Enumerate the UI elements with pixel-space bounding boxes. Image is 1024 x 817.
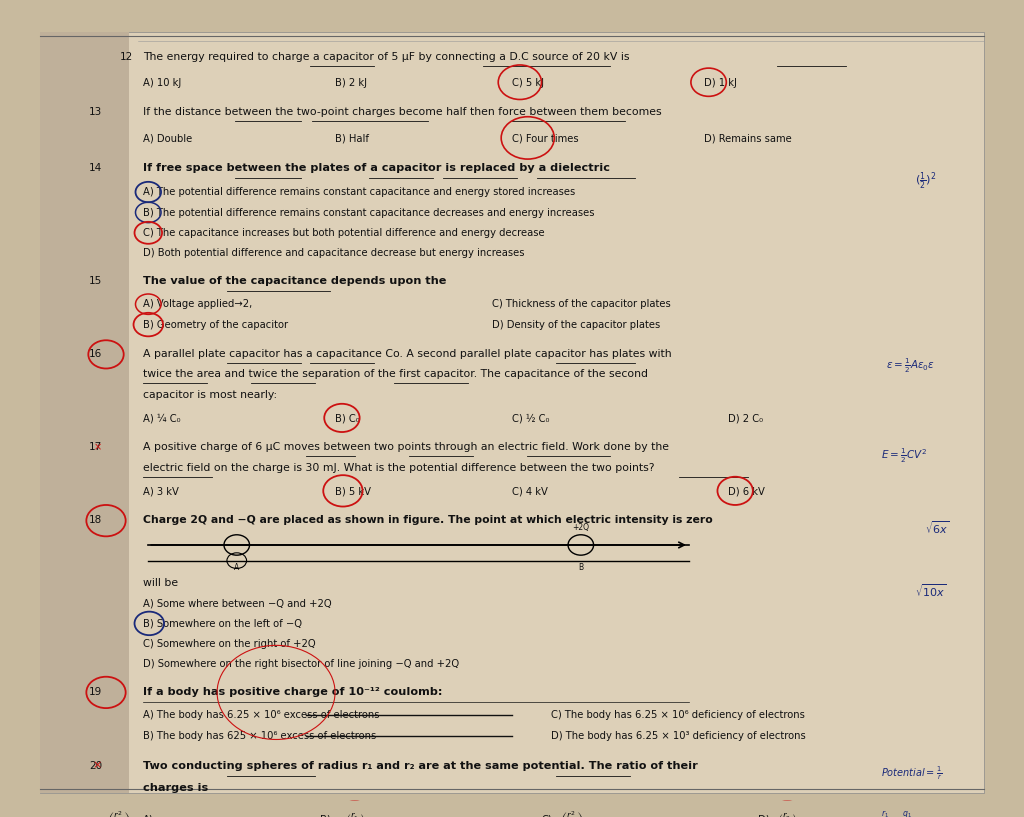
- Text: $(\frac{1}{2})^2$: $(\frac{1}{2})^2$: [915, 171, 936, 192]
- Text: 14: 14: [89, 163, 102, 173]
- Text: C) The capacitance increases but both potential difference and energy decrease: C) The capacitance increases but both po…: [143, 228, 545, 238]
- Text: A parallel plate capacitor has a capacitance Co. A second parallel plate capacit: A parallel plate capacitor has a capacit…: [143, 349, 672, 359]
- Text: Charge 2Q and −Q are placed as shown in figure. The point at which electric inte: Charge 2Q and −Q are placed as shown in …: [143, 516, 713, 525]
- Text: D) Both potential difference and capacitance decrease but energy increases: D) Both potential difference and capacit…: [143, 248, 525, 258]
- Text: ×: ×: [93, 761, 102, 770]
- Text: C) The body has 6.25 × 10⁶ deficiency of electrons: C) The body has 6.25 × 10⁶ deficiency of…: [551, 711, 805, 721]
- Text: 17: 17: [89, 442, 102, 453]
- Text: B) Geometry of the capacitor: B) Geometry of the capacitor: [143, 320, 289, 330]
- Text: Two conducting spheres of radius r₁ and r₂ are at the same potential. The ratio : Two conducting spheres of radius r₁ and …: [143, 761, 698, 770]
- Text: C) Thickness of the capacitor plates: C) Thickness of the capacitor plates: [493, 300, 671, 310]
- Text: C) 4 kV: C) 4 kV: [512, 486, 548, 496]
- Text: 19: 19: [89, 687, 102, 697]
- Text: D) 6 kV: D) 6 kV: [728, 486, 765, 496]
- Text: A): A): [143, 815, 154, 817]
- Text: 16: 16: [89, 349, 102, 359]
- Text: C) ½ C₀: C) ½ C₀: [512, 413, 550, 423]
- Text: D) Density of the capacitor plates: D) Density of the capacitor plates: [493, 320, 660, 330]
- Text: twice the area and twice the separation of the first capacitor. The capacitance : twice the area and twice the separation …: [143, 369, 648, 379]
- Text: 18: 18: [89, 516, 102, 525]
- Text: B) The potential difference remains constant capacitance decreases and energy in: B) The potential difference remains cons…: [143, 208, 595, 217]
- Text: D) 2 C₀: D) 2 C₀: [728, 413, 764, 423]
- Text: 12: 12: [120, 51, 133, 61]
- Text: B) 2 kJ: B) 2 kJ: [335, 78, 367, 87]
- Text: C) Somewhere on the right of +2Q: C) Somewhere on the right of +2Q: [143, 639, 316, 649]
- Text: A) ¼ C₀: A) ¼ C₀: [143, 413, 181, 423]
- Text: D): D): [758, 815, 769, 817]
- Text: B) C₀: B) C₀: [335, 413, 359, 423]
- Text: B) Somewhere on the left of −Q: B) Somewhere on the left of −Q: [143, 618, 302, 629]
- Text: A) Double: A) Double: [143, 133, 193, 143]
- Text: A) The potential difference remains constant capacitance and energy stored incre: A) The potential difference remains cons…: [143, 187, 575, 198]
- Text: will be: will be: [143, 578, 178, 588]
- Text: $\left(\frac{r_2}{r_1}\right)$: $\left(\frac{r_2}{r_1}\right)$: [776, 812, 798, 817]
- Text: B) 5 kV: B) 5 kV: [335, 486, 371, 496]
- Text: A) The body has 6.25 × 10⁶ excess of electrons: A) The body has 6.25 × 10⁶ excess of ele…: [143, 711, 380, 721]
- Text: $\epsilon=\frac{1}{2}A\varepsilon_0\varepsilon$: $\epsilon=\frac{1}{2}A\varepsilon_0\vare…: [886, 357, 935, 375]
- Text: A: A: [234, 563, 240, 572]
- Text: D) Remains same: D) Remains same: [703, 133, 792, 143]
- Text: If free space between the plates of a capacitor is replaced by a dielectric: If free space between the plates of a ca…: [143, 163, 610, 173]
- Text: A) 10 kJ: A) 10 kJ: [143, 78, 181, 87]
- Text: $\frac{r_1}{r_2}=\frac{q_1}{q_2}$: $\frac{r_1}{r_2}=\frac{q_1}{q_2}$: [881, 810, 913, 817]
- Text: B): B): [321, 815, 331, 817]
- Text: $\left(\frac{r_2^2}{r_1^2}\right)$: $\left(\frac{r_2^2}{r_1^2}\right)$: [558, 809, 584, 817]
- FancyBboxPatch shape: [40, 32, 129, 792]
- Text: $E=\frac{1}{2}CV^2$: $E=\frac{1}{2}CV^2$: [881, 446, 927, 465]
- Text: A positive charge of 6 μC moves between two points through an electric field. Wo: A positive charge of 6 μC moves between …: [143, 442, 670, 453]
- Text: A) Some where between −Q and +2Q: A) Some where between −Q and +2Q: [143, 598, 332, 609]
- Text: $\left(\frac{r_1^2}{r_2^2}\right)$: $\left(\frac{r_1^2}{r_2^2}\right)$: [106, 809, 131, 817]
- Text: C) Four times: C) Four times: [512, 133, 579, 143]
- Text: The value of the capacitance depends upon the: The value of the capacitance depends upo…: [143, 276, 446, 286]
- Text: electric field on the charge is 30 mJ. What is the potential difference between : electric field on the charge is 30 mJ. W…: [143, 462, 655, 472]
- Text: $\left(\frac{r_1}{r_2}\right)$: $\left(\frac{r_1}{r_2}\right)$: [344, 812, 366, 817]
- Text: A) 3 kV: A) 3 kV: [143, 486, 179, 496]
- Text: charges is: charges is: [143, 783, 209, 792]
- Text: $\sqrt{10x}$: $\sqrt{10x}$: [915, 582, 946, 599]
- Text: B) Half: B) Half: [335, 133, 369, 143]
- Text: ×: ×: [94, 442, 102, 453]
- Text: D) Somewhere on the right bisector of line joining −Q and +2Q: D) Somewhere on the right bisector of li…: [143, 659, 460, 669]
- Text: If a body has positive charge of 10⁻¹² coulomb:: If a body has positive charge of 10⁻¹² c…: [143, 687, 442, 697]
- Text: B) The body has 625 × 10⁶ excess of electrons: B) The body has 625 × 10⁶ excess of elec…: [143, 731, 377, 741]
- Text: 20: 20: [89, 761, 102, 770]
- Text: 15: 15: [89, 276, 102, 286]
- Text: B: B: [579, 563, 584, 572]
- Text: 13: 13: [89, 107, 102, 118]
- Text: If the distance between the two-point charges become half then force between the: If the distance between the two-point ch…: [143, 107, 662, 118]
- Text: C): C): [542, 815, 552, 817]
- FancyBboxPatch shape: [40, 32, 984, 792]
- Text: A) Voltage applied→2,: A) Voltage applied→2,: [143, 300, 253, 310]
- Text: The energy required to charge a capacitor of 5 μF by connecting a D.C source of : The energy required to charge a capacito…: [143, 51, 630, 61]
- Text: +2Q: +2Q: [572, 523, 590, 532]
- Text: capacitor is most nearly:: capacitor is most nearly:: [143, 390, 278, 400]
- Text: $\sqrt{6x}$: $\sqrt{6x}$: [925, 519, 949, 536]
- Text: D) 1 kJ: D) 1 kJ: [703, 78, 736, 87]
- Text: C) 5 kJ: C) 5 kJ: [512, 78, 544, 87]
- Text: $Potential=\frac{1}{r}$: $Potential=\frac{1}{r}$: [881, 765, 942, 782]
- Text: D) The body has 6.25 × 10³ deficiency of electrons: D) The body has 6.25 × 10³ deficiency of…: [551, 731, 806, 741]
